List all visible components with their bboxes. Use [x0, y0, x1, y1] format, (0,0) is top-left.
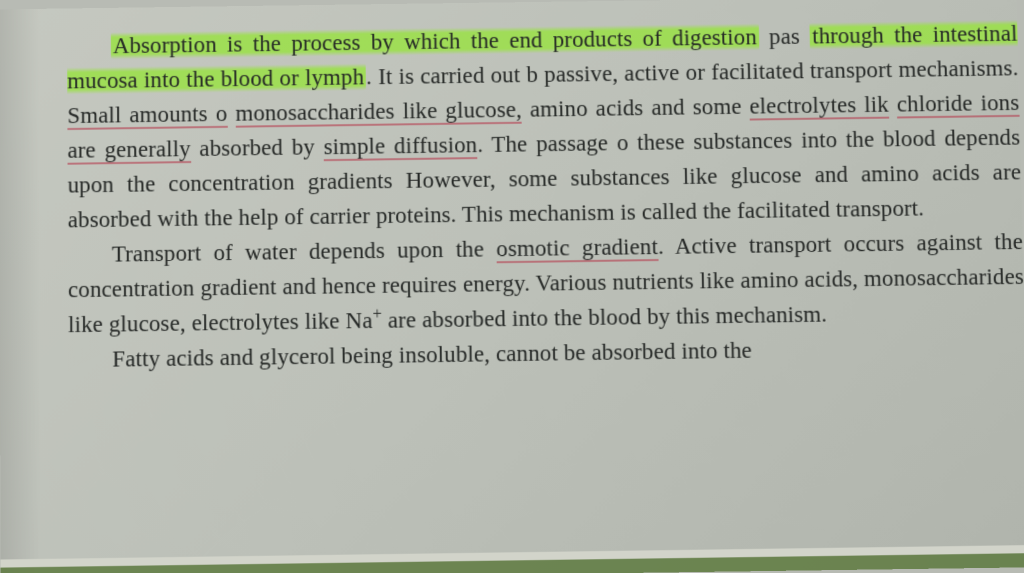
underlined-text: Small amounts o	[67, 101, 227, 130]
text-fragment: amino acids and some	[522, 94, 750, 122]
text-fragment: passive, active or facilitated transport…	[544, 55, 1019, 86]
text-fragment: . It is carried out b	[366, 62, 538, 89]
highlighted-line-1: Absorption is the process by which the e…	[111, 24, 759, 60]
text-fragment: are absorbed into the blood by this mech…	[382, 301, 827, 332]
textbook-page: Absorption is the process by which the e…	[0, 0, 1024, 573]
page-shadow	[0, 9, 41, 573]
text-fragment: . The passage o	[477, 130, 628, 157]
text-fragment: electrolytes like Na	[192, 308, 373, 336]
text-fragment: absorbed by	[191, 134, 324, 161]
text-fragment: . Active	[658, 233, 737, 259]
underlined-text: osmotic gradient	[496, 234, 658, 263]
underlined-text: electrolytes lik	[749, 92, 889, 121]
superscript-plus: +	[372, 304, 382, 323]
text-fragment: pas	[759, 24, 801, 49]
text-fragment: the help of carrier proteins. This mecha…	[204, 195, 924, 230]
text-fragment: Fatty acids and glycerol being insoluble…	[112, 337, 752, 371]
text-fragment: Transport of water depends upon the	[112, 236, 497, 266]
underlined-text: simple diffusion	[323, 132, 477, 161]
underlined-text: monosaccharides like glucose,	[235, 97, 522, 128]
paragraph-transport: Transport of water depends upon the osmo…	[68, 225, 1024, 343]
paragraph-absorption: Absorption is the process by which the e…	[67, 17, 1022, 238]
